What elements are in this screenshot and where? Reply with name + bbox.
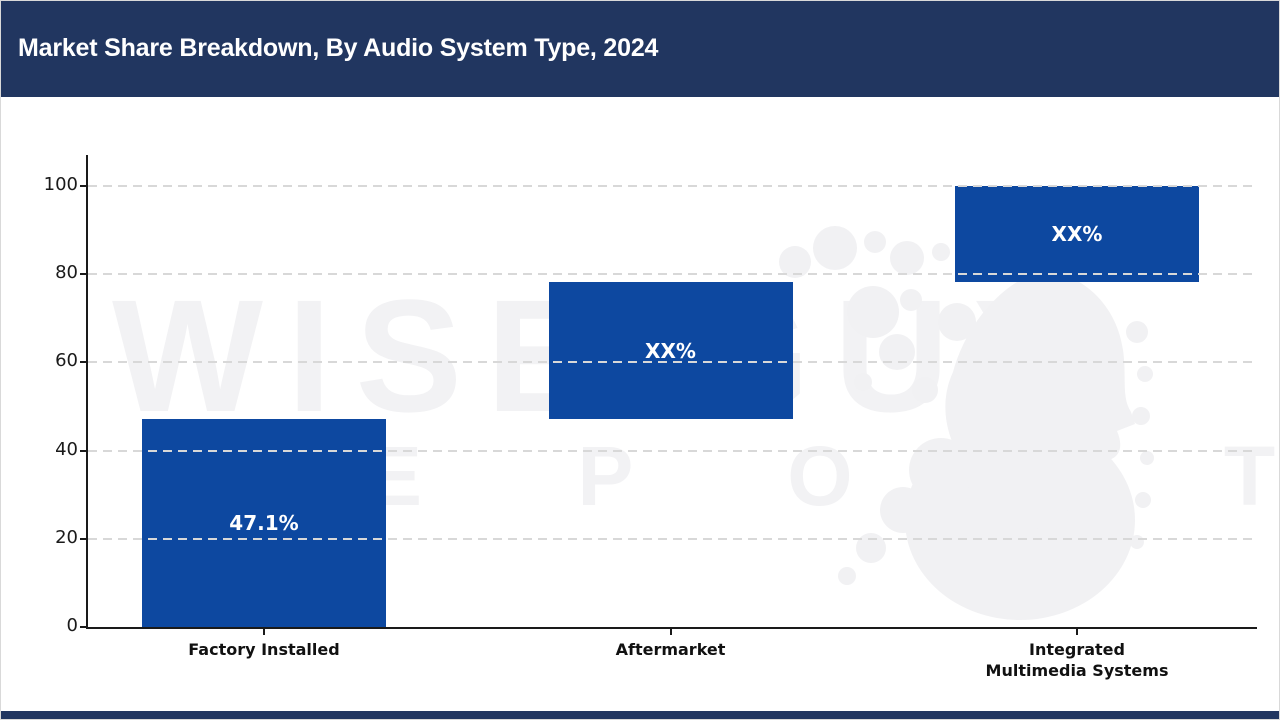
- y-tick-label: 40: [55, 438, 78, 460]
- y-tick-mark: [80, 626, 86, 628]
- x-category-label-factory-installed: Factory Installed: [188, 640, 340, 659]
- bar-value-label-integrated-multimedia-systems: XX%: [1051, 222, 1103, 247]
- y-tick-label: 20: [55, 526, 78, 548]
- bar-aftermarket: [548, 282, 793, 420]
- bar-value-label-aftermarket: XX%: [645, 338, 696, 363]
- x-category-label-aftermarket: Aftermarket: [615, 640, 726, 659]
- bar-value-label-factory-installed: 47.1%: [229, 511, 299, 536]
- header-bar: Market Share Breakdown, By Audio System …: [0, 0, 1280, 97]
- x-tick-mark: [263, 629, 265, 635]
- y-tick-mark: [80, 449, 86, 452]
- y-tick-mark: [80, 361, 86, 364]
- gridline-40: [88, 449, 1255, 452]
- bar-integrated-multimedia-systems: [955, 186, 1199, 283]
- page-title: Market Share Breakdown, By Audio System …: [18, 34, 659, 62]
- bar-factory-installed: [142, 419, 386, 627]
- y-tick-mark: [80, 185, 86, 187]
- y-tick-label: 100: [43, 174, 78, 195]
- x-category-label-integrated-multimedia-systems: Integrated Multimedia Systems: [985, 640, 1169, 680]
- watermark-head-icon: [779, 226, 1154, 620]
- y-tick-label: 60: [55, 350, 78, 372]
- y-axis-line: [86, 155, 88, 629]
- y-tick-label: 80: [55, 262, 78, 284]
- gridline-80: [88, 273, 1255, 276]
- y-tick-mark: [80, 537, 86, 540]
- x-tick-mark: [1076, 629, 1078, 635]
- gridline-100: [88, 185, 1255, 187]
- y-tick-label: 0: [66, 615, 78, 636]
- gridline-60: [88, 361, 1255, 364]
- x-axis-line: [86, 627, 1257, 629]
- x-tick-mark: [669, 629, 672, 635]
- footer-bar: [0, 711, 1280, 720]
- y-tick-mark: [80, 273, 86, 276]
- gridline-20: [88, 537, 1255, 540]
